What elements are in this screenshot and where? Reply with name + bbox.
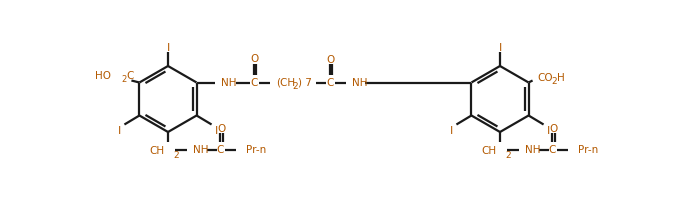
Text: NH: NH — [525, 144, 540, 154]
Text: C: C — [326, 77, 333, 87]
Text: 2: 2 — [173, 150, 179, 159]
Text: NH: NH — [193, 144, 208, 154]
Text: NH: NH — [352, 77, 367, 87]
Text: O: O — [549, 123, 557, 133]
Text: C: C — [250, 77, 257, 87]
Text: O: O — [217, 123, 225, 133]
Text: NH: NH — [221, 77, 236, 87]
Text: C: C — [126, 70, 134, 80]
Text: Pr-n: Pr-n — [246, 144, 266, 154]
Text: CH: CH — [150, 145, 165, 155]
Text: 2: 2 — [505, 150, 511, 159]
Text: I: I — [166, 43, 170, 53]
Text: HO: HO — [96, 70, 111, 80]
Text: Pr-n: Pr-n — [578, 144, 598, 154]
Text: I: I — [498, 43, 502, 53]
Text: I: I — [449, 125, 453, 135]
Text: O: O — [327, 54, 335, 64]
Text: C: C — [549, 144, 555, 154]
Text: CO: CO — [538, 72, 553, 82]
Text: C: C — [217, 144, 223, 154]
Text: I: I — [215, 125, 218, 135]
Text: 2: 2 — [122, 75, 127, 84]
Text: 2: 2 — [551, 77, 557, 86]
Text: O: O — [251, 53, 259, 63]
Text: I: I — [117, 125, 121, 135]
Text: ) 7: ) 7 — [297, 77, 312, 87]
Text: I: I — [547, 125, 550, 135]
Text: CH: CH — [482, 145, 497, 155]
Text: 2: 2 — [293, 82, 298, 90]
Text: H: H — [557, 72, 564, 82]
Text: (CH: (CH — [276, 77, 295, 87]
